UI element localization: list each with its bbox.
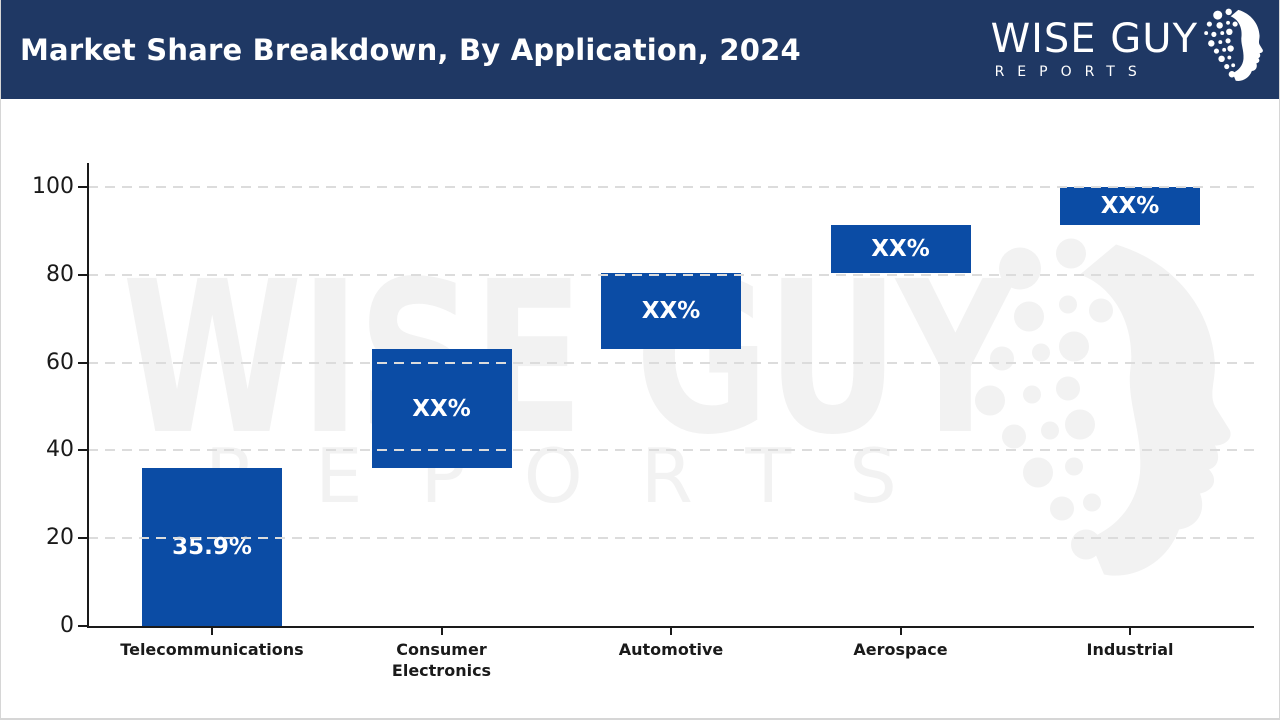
logo-wordmark: WISE GUY bbox=[990, 16, 1198, 62]
x-axis-tick bbox=[899, 626, 902, 635]
chart-area: WISE GUY REPORTS 0 20 40 60 80 100 35.9% Teleco… bbox=[0, 99, 1280, 720]
header-bar: Market Share Breakdown, By Application, … bbox=[0, 0, 1280, 99]
face-logo-icon bbox=[1192, 6, 1266, 93]
brand-logo: WISE GUY REPORTS bbox=[991, 6, 1266, 93]
y-tick-label: 20 bbox=[46, 525, 74, 551]
y-axis-tick bbox=[78, 537, 88, 540]
y-axis-tick bbox=[78, 273, 88, 276]
x-axis-tick bbox=[670, 626, 672, 635]
y-axis-tick bbox=[78, 186, 88, 188]
bar-segment: XX% bbox=[1060, 187, 1200, 226]
page-title: Market Share Breakdown, By Application, … bbox=[20, 32, 801, 67]
x-category-label: Industrial bbox=[1086, 640, 1174, 659]
bar-value-label: XX% bbox=[1100, 193, 1160, 220]
bar-segment: XX% bbox=[371, 349, 512, 469]
grid-line bbox=[88, 273, 1254, 276]
y-axis-tick bbox=[78, 449, 88, 452]
bar-value-label: XX% bbox=[871, 235, 930, 262]
bar-segment: XX% bbox=[601, 272, 741, 350]
x-category-label: Consumer Electronics bbox=[391, 640, 492, 680]
x-category-label: Telecommunications bbox=[120, 640, 304, 659]
logo-sub-wordmark: REPORTS bbox=[994, 64, 1150, 80]
y-tick-label: 0 bbox=[60, 613, 74, 638]
bar-segment: XX% bbox=[830, 225, 971, 273]
x-axis-tick bbox=[211, 626, 213, 635]
y-tick-label: 40 bbox=[46, 437, 74, 463]
grid-line bbox=[88, 449, 1254, 452]
bar-segment: 35.9% bbox=[142, 468, 282, 626]
y-tick-label: 60 bbox=[46, 349, 74, 375]
x-axis-tick bbox=[1129, 626, 1131, 635]
grid-line bbox=[88, 186, 1254, 188]
watermark-wordmark: WISE GUY bbox=[122, 236, 1015, 481]
x-axis-tick bbox=[440, 626, 443, 635]
grid-line bbox=[88, 537, 1254, 540]
y-tick-label: 100 bbox=[32, 174, 74, 199]
grid-line bbox=[88, 361, 1254, 364]
bar-value-label: XX% bbox=[641, 298, 701, 324]
x-category-label: Automotive bbox=[618, 640, 724, 659]
y-axis-line bbox=[87, 163, 89, 628]
x-axis-line bbox=[87, 626, 1254, 628]
y-axis-tick bbox=[78, 625, 88, 627]
x-category-label: Aerospace bbox=[853, 640, 948, 659]
y-axis-tick bbox=[78, 361, 88, 364]
y-tick-label: 80 bbox=[46, 261, 74, 287]
bar-value-label: XX% bbox=[412, 395, 471, 422]
